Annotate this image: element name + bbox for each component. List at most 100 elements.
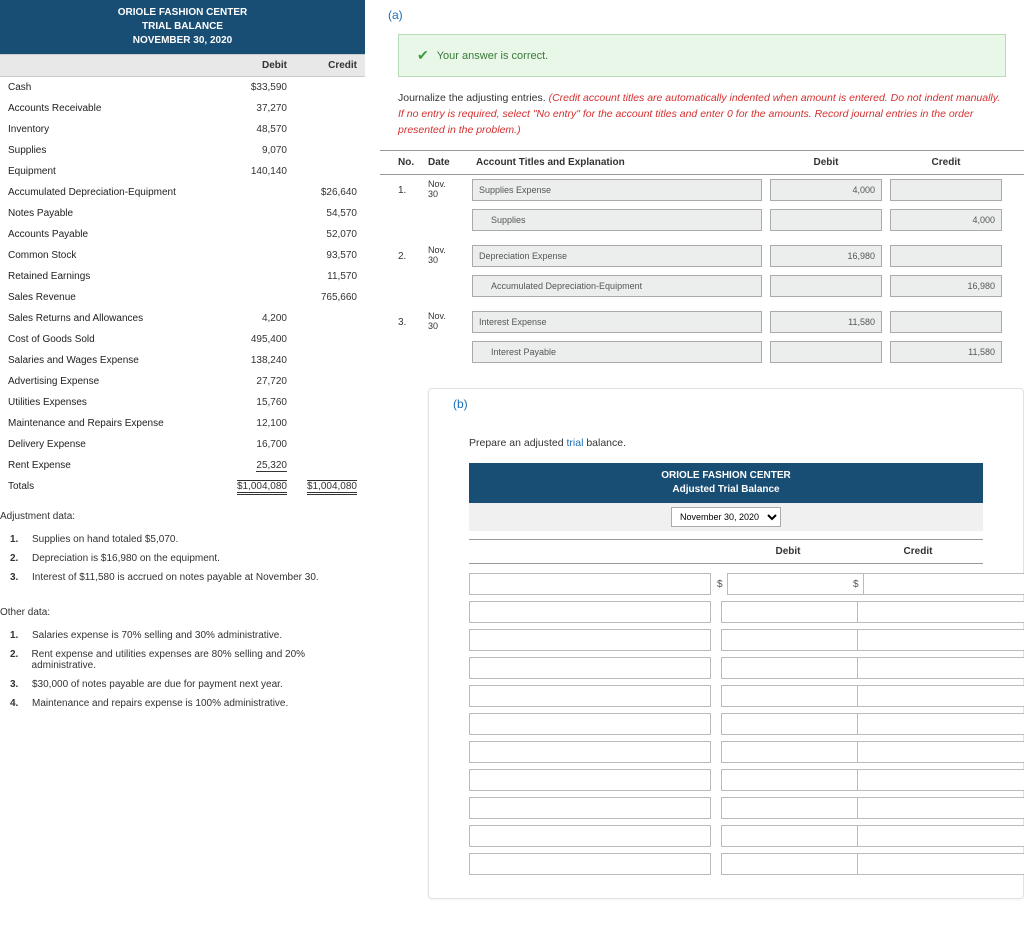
atb-account-input[interactable]: [469, 657, 711, 679]
atb-account-input[interactable]: [469, 573, 711, 595]
je-debit-input[interactable]: [770, 341, 882, 363]
je-credit-input[interactable]: [890, 275, 1002, 297]
tb-credit: 93,570: [295, 245, 365, 266]
tb-debit: 25,320: [225, 455, 295, 476]
atb-account-input[interactable]: [469, 825, 711, 847]
je-debit-input[interactable]: [770, 275, 882, 297]
atb-account-input[interactable]: [469, 741, 711, 763]
tb-debit: 37,270: [225, 98, 295, 119]
atb-credit-input[interactable]: [857, 685, 1024, 707]
tb-account: Utilities Expenses: [0, 392, 225, 413]
je-date: Nov.30: [428, 246, 468, 266]
list-item: Interest of $11,580 is accrued on notes …: [32, 572, 319, 583]
journal-header: No. Date Account Titles and Explanation …: [380, 150, 1024, 175]
tb-account: Inventory: [0, 119, 225, 140]
je-date: Nov.30: [428, 312, 468, 332]
tb-debit: [225, 266, 295, 287]
je-credit-input[interactable]: [890, 245, 1002, 267]
tb-debit: 138,240: [225, 350, 295, 371]
je-debit-input[interactable]: [770, 209, 882, 231]
tb-credit-header: Credit: [295, 55, 365, 77]
tb-debit: 140,140: [225, 161, 295, 182]
atb-account-input[interactable]: [469, 685, 711, 707]
je-debit-input[interactable]: [770, 311, 882, 333]
je-h-date: Date: [428, 157, 468, 168]
tb-totals-label: Totals: [0, 476, 225, 497]
je-credit-input[interactable]: [890, 341, 1002, 363]
tb-title-2: TRIAL BALANCE: [0, 20, 365, 34]
je-credit-input[interactable]: [890, 209, 1002, 231]
atb-debit-h: Debit: [723, 546, 853, 557]
je-debit-input[interactable]: [770, 245, 882, 267]
atb-credit-input[interactable]: [857, 741, 1024, 763]
atb-account-input[interactable]: [469, 629, 711, 651]
atb-col-header: Debit Credit: [469, 539, 983, 564]
dollar-sign: $: [853, 579, 859, 590]
je-account-input[interactable]: [472, 275, 762, 297]
list-item: $30,000 of notes payable are due for pay…: [32, 679, 283, 690]
list-item: Maintenance and repairs expense is 100% …: [32, 698, 288, 709]
tb-credit: 765,660: [295, 287, 365, 308]
je-h-credit: Credit: [886, 157, 1006, 168]
atb-account-input[interactable]: [469, 769, 711, 791]
tb-account: Equipment: [0, 161, 225, 182]
tb-debit: [225, 245, 295, 266]
je-account-input[interactable]: [472, 245, 762, 267]
tb-account: Sales Revenue: [0, 287, 225, 308]
atb-credit-input[interactable]: [857, 825, 1024, 847]
part-a-label: (a): [380, 0, 1024, 34]
tb-account: Cost of Goods Sold: [0, 329, 225, 350]
tb-account: Accumulated Depreciation-Equipment: [0, 182, 225, 203]
part-a-instructions: Journalize the adjusting entries. (Credi…: [380, 91, 1024, 150]
tb-totals-debit: $1,004,080: [237, 480, 287, 495]
je-account-input[interactable]: [472, 209, 762, 231]
tb-credit: [295, 413, 365, 434]
atb-credit-input[interactable]: [857, 769, 1024, 791]
tb-credit: 52,070: [295, 224, 365, 245]
tb-debit: $33,590: [225, 77, 295, 99]
instr-plain: Journalize the adjusting entries.: [398, 92, 549, 104]
tb-account: Advertising Expense: [0, 371, 225, 392]
atb-credit-input[interactable]: [857, 601, 1024, 623]
atb-credit-input[interactable]: [857, 797, 1024, 819]
atb-account-input[interactable]: [469, 797, 711, 819]
tb-credit: [295, 140, 365, 161]
je-account-input[interactable]: [472, 311, 762, 333]
tb-debit: 48,570: [225, 119, 295, 140]
je-account-input[interactable]: [472, 341, 762, 363]
je-account-input[interactable]: [472, 179, 762, 201]
tb-debit: 4,200: [225, 308, 295, 329]
part-b-panel: (b) Prepare an adjusted trial balance. O…: [428, 388, 1024, 899]
correct-banner: ✔ Your answer is correct.: [398, 34, 1006, 77]
atb-account-input[interactable]: [469, 853, 711, 875]
je-date: Nov.30: [428, 180, 468, 200]
trial-link[interactable]: trial: [566, 437, 583, 449]
je-debit-input[interactable]: [770, 179, 882, 201]
tb-account: Common Stock: [0, 245, 225, 266]
trial-balance-table: Debit Credit Cash$33,590Accounts Receiva…: [0, 54, 365, 497]
atb-date-select[interactable]: November 30, 2020: [671, 507, 781, 527]
je-no: 2.: [398, 251, 428, 262]
tb-account: Sales Returns and Allowances: [0, 308, 225, 329]
atb-credit-input[interactable]: [857, 853, 1024, 875]
tb-credit: [295, 434, 365, 455]
atb-credit-input[interactable]: [857, 629, 1024, 651]
tb-debit: 12,100: [225, 413, 295, 434]
je-credit-input[interactable]: [890, 311, 1002, 333]
atb-credit-input[interactable]: [863, 573, 1024, 595]
tb-account: Retained Earnings: [0, 266, 225, 287]
atb-account-input[interactable]: [469, 601, 711, 623]
tb-title-1: ORIOLE FASHION CENTER: [0, 6, 365, 20]
atb-credit-input[interactable]: [857, 657, 1024, 679]
je-credit-input[interactable]: [890, 179, 1002, 201]
atb-account-input[interactable]: [469, 713, 711, 735]
atb-credit-input[interactable]: [857, 713, 1024, 735]
other-title: Other data:: [0, 607, 365, 618]
list-item: Depreciation is $16,980 on the equipment…: [32, 553, 220, 564]
tb-credit: [295, 350, 365, 371]
tb-account: Rent Expense: [0, 455, 225, 476]
tb-account: Notes Payable: [0, 203, 225, 224]
correct-text: Your answer is correct.: [437, 50, 548, 62]
list-item: Supplies on hand totaled $5,070.: [32, 534, 178, 545]
tb-account: Supplies: [0, 140, 225, 161]
